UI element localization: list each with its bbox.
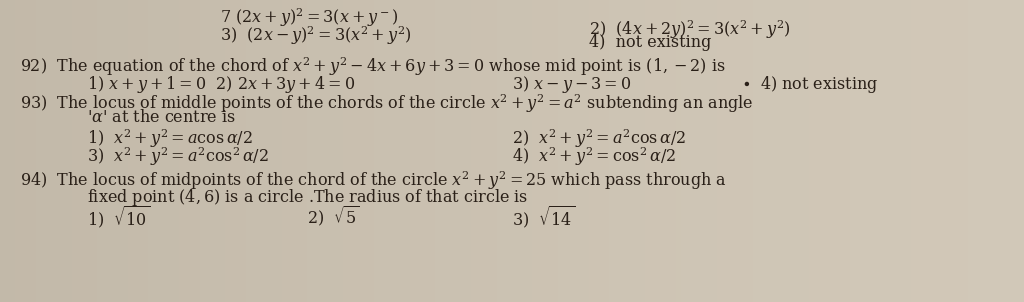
Text: 3)  $\sqrt{14}$: 3) $\sqrt{14}$ xyxy=(512,205,575,231)
Text: 4)  $x^2+y^2=\cos^2\alpha/2$: 4) $x^2+y^2=\cos^2\alpha/2$ xyxy=(512,145,676,168)
Text: 2)  $(4x+2y)^2=3(x^2+y^2)$: 2) $(4x+2y)^2=3(x^2+y^2)$ xyxy=(589,18,791,41)
Text: fixed point $(4,6)$ is a circle .The radius of that circle is: fixed point $(4,6)$ is a circle .The rad… xyxy=(87,187,528,208)
Text: 1) $x+y+1=0$  2) $2x+3y+4=0$: 1) $x+y+1=0$ 2) $2x+3y+4=0$ xyxy=(87,74,355,95)
Text: 4)  not existing: 4) not existing xyxy=(589,34,712,51)
Text: 2)  $x^2+y^2=a^2\cos\alpha/2$: 2) $x^2+y^2=a^2\cos\alpha/2$ xyxy=(512,127,686,150)
Text: 92)  The equation of the chord of $x^2+y^2-4x+6y+3=0$ whose mid point is $(1,-2): 92) The equation of the chord of $x^2+y^… xyxy=(20,55,726,78)
Text: 2)  $\sqrt{5}$: 2) $\sqrt{5}$ xyxy=(307,205,359,229)
Text: 7 $(2x+y)^2=3(x+y^-)$: 7 $(2x+y)^2=3(x+y^-)$ xyxy=(220,6,398,29)
Text: $\bullet$  4) not existing: $\bullet$ 4) not existing xyxy=(742,74,879,95)
Text: 3)  $(2x-y)^2=3(x^2+y^2)$: 3) $(2x-y)^2=3(x^2+y^2)$ xyxy=(220,24,412,47)
Text: 94)  The locus of midpoints of the chord of the circle $x^2+y^2=25$ which pass t: 94) The locus of midpoints of the chord … xyxy=(20,169,727,192)
Text: 1)  $\sqrt{10}$: 1) $\sqrt{10}$ xyxy=(87,205,151,231)
Text: 93)  The locus of middle points of the chords of the circle $x^2+y^2=a^2$ subten: 93) The locus of middle points of the ch… xyxy=(20,92,754,115)
Text: 3) $x-y-3=0$: 3) $x-y-3=0$ xyxy=(512,74,631,95)
Text: '$\alpha$' at the centre is: '$\alpha$' at the centre is xyxy=(87,109,236,126)
Text: 3)  $x^2+y^2=a^2\cos^2\alpha/2$: 3) $x^2+y^2=a^2\cos^2\alpha/2$ xyxy=(87,145,269,168)
Text: 1)  $x^2+y^2=a\cos\alpha/2$: 1) $x^2+y^2=a\cos\alpha/2$ xyxy=(87,127,253,150)
